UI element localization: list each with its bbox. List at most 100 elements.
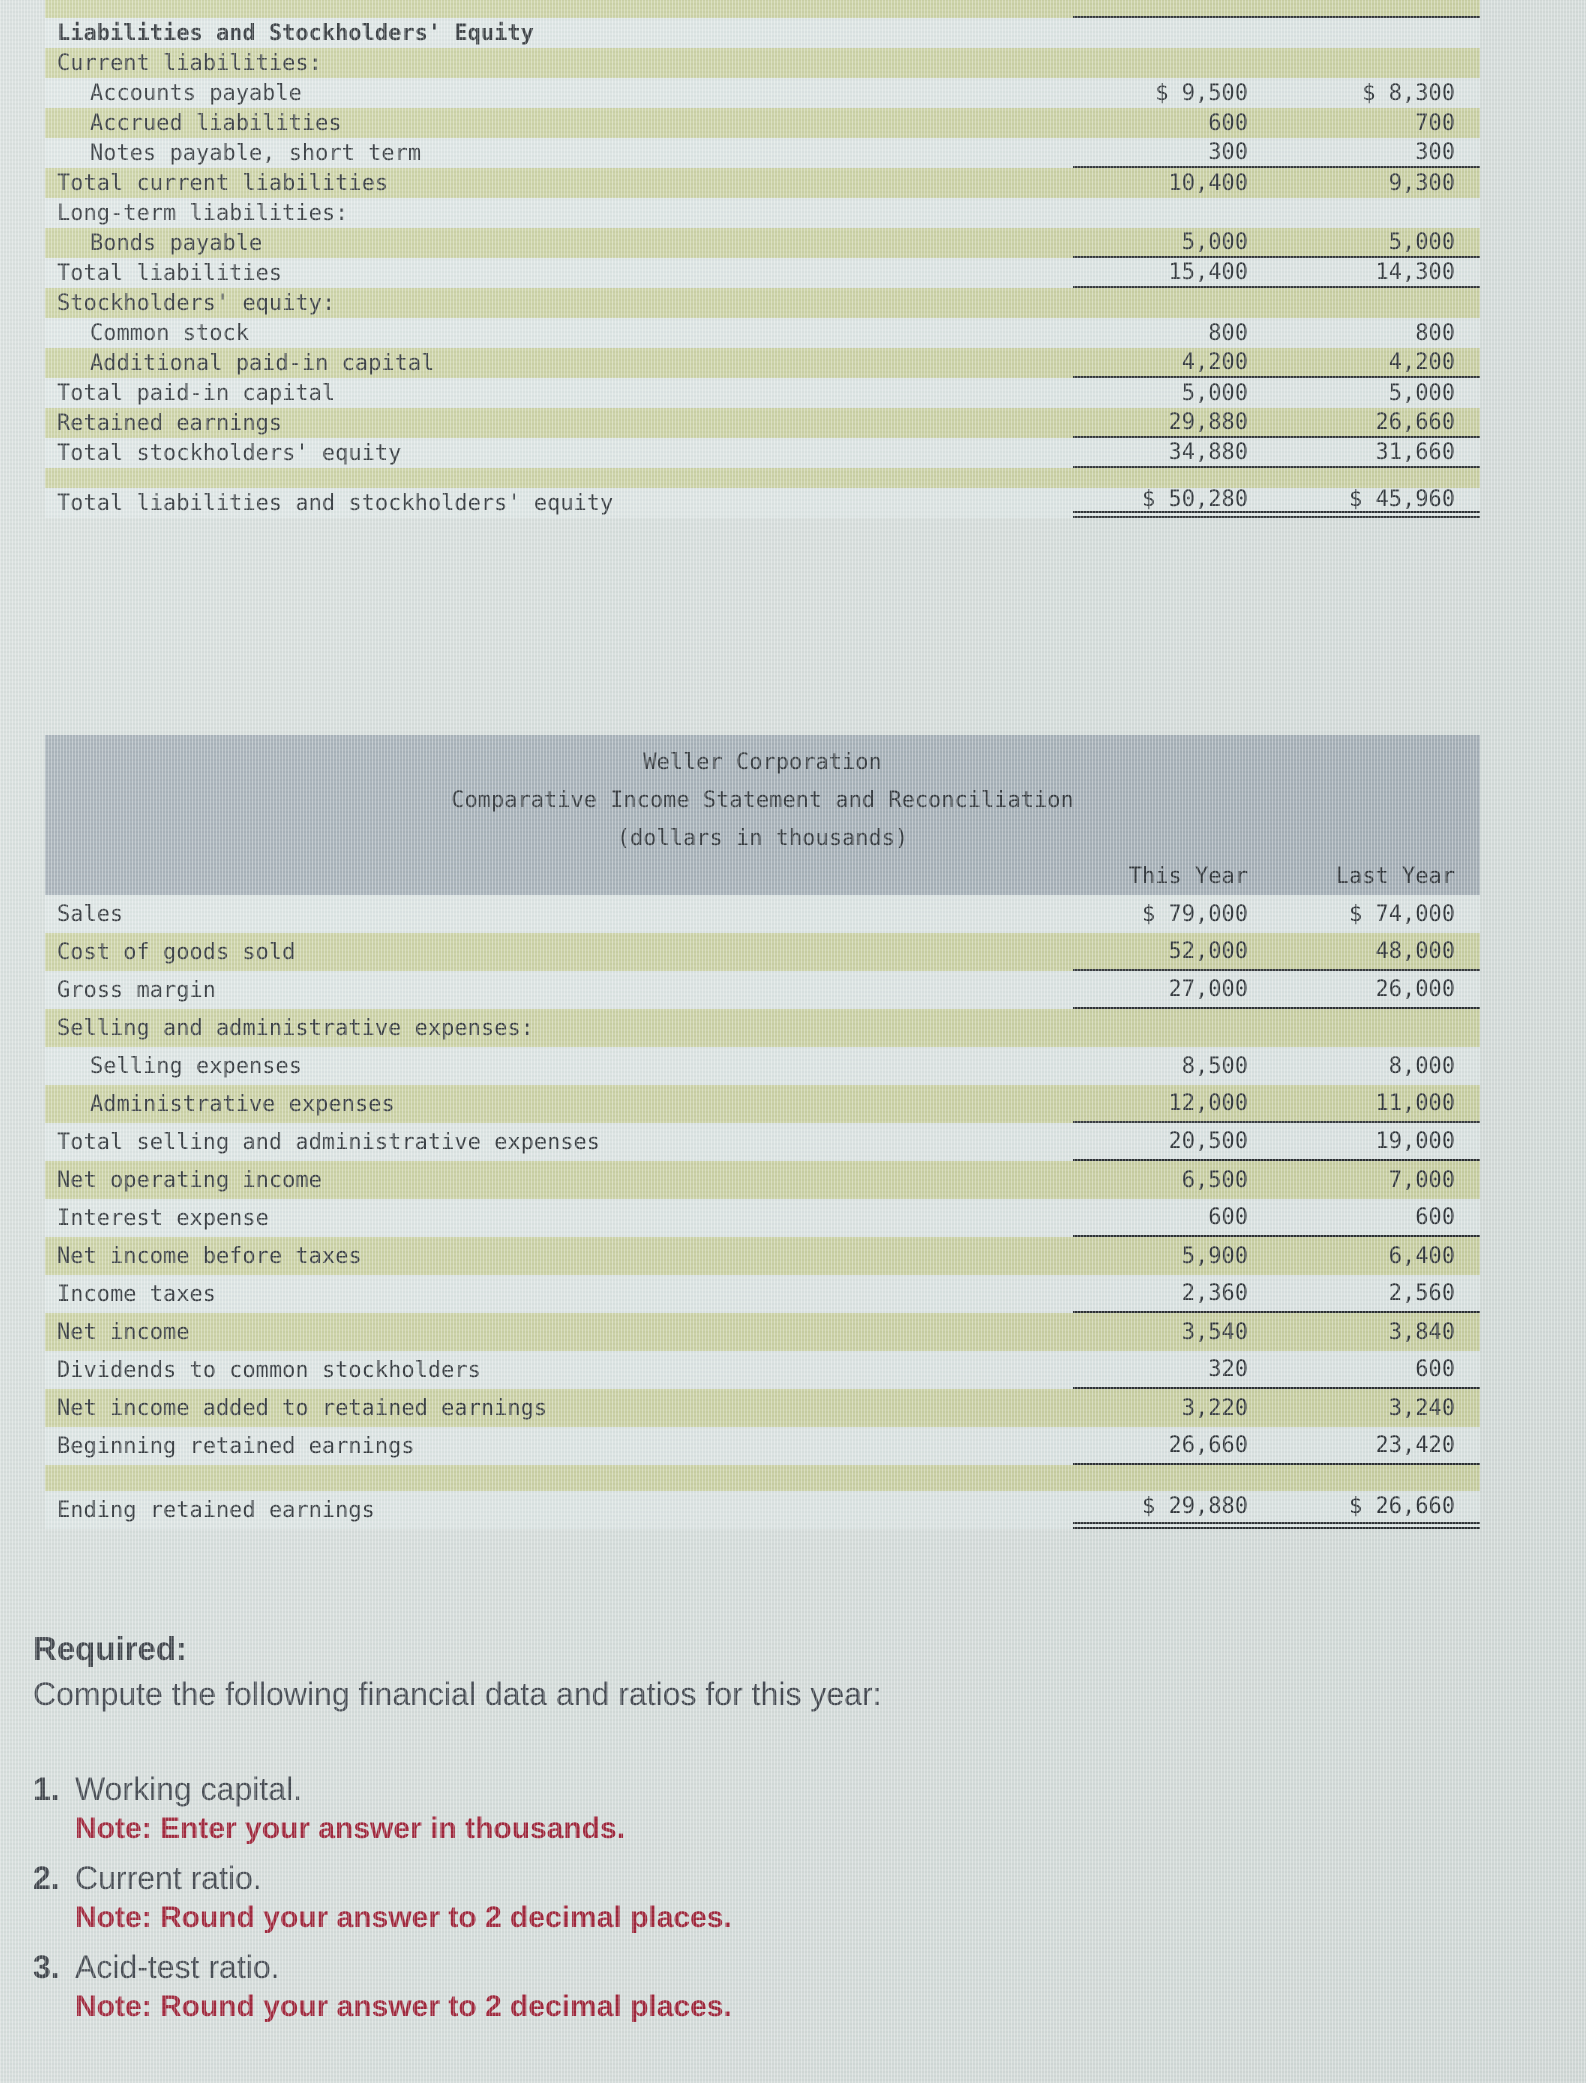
statement-row: Additional paid-in capital 4,200 4,200 [45, 348, 1480, 378]
row-label: Liabilities and Stockholders' Equity [57, 20, 534, 46]
row-label: Selling expenses [90, 1053, 302, 1079]
value-last-year: 3,240 [1388, 1395, 1455, 1421]
row-label: Beginning retained earnings [57, 1433, 415, 1459]
statement-row: Total paid-in capital 5,000 5,000 [45, 378, 1480, 408]
row-values [1073, 1465, 1480, 1491]
statement-row: Cost of goods sold 52,000 48,000 [45, 933, 1480, 971]
value-last-year: 48,000 [1375, 938, 1455, 964]
row-label: Net income added to retained earnings [57, 1395, 548, 1421]
value-last-year: 6,400 [1388, 1243, 1455, 1269]
row-label: Accounts payable [90, 80, 302, 106]
statement-row: Interest expense 600 600 [45, 1199, 1480, 1237]
value-this-year: 300 [1208, 139, 1248, 165]
row-values: 6,500 7,000 [1073, 1161, 1480, 1199]
income-statement-rows: Sales $ 79,000 $ 74,000 Cost of goods sold 5… [45, 895, 1480, 1529]
row-values: 27,000 26,000 [1073, 971, 1480, 1009]
row-label: Total selling and administrative expense… [57, 1129, 601, 1155]
row-label: Net operating income [57, 1167, 322, 1193]
row-label: Dividends to common stockholders [57, 1357, 481, 1383]
column-header-this-year: This Year [1128, 863, 1248, 889]
row-values [1073, 198, 1480, 228]
row-label: Long-term liabilities: [57, 200, 349, 226]
row-label: Net income [57, 1319, 190, 1345]
value-last-year: 600 [1415, 1204, 1455, 1230]
row-values: 600 600 [1073, 1199, 1480, 1237]
row-values: 52,000 48,000 [1073, 933, 1480, 971]
row-label: Accrued liabilities [90, 110, 342, 136]
value-last-year: 14,300 [1375, 259, 1455, 285]
value-last-year: 11,000 [1375, 1090, 1455, 1116]
row-values: 5,900 6,400 [1073, 1237, 1480, 1275]
statement-row: Sales $ 79,000 $ 74,000 [45, 895, 1480, 933]
required-intro: Compute the following financial data and… [33, 1676, 882, 1712]
value-last-year: 700 [1415, 110, 1455, 136]
statement-row: Total liabilities 15,400 14,300 [45, 258, 1480, 288]
value-this-year: 8,500 [1181, 1053, 1248, 1079]
statement-title: Comparative Income Statement and Reconci… [451, 787, 1074, 813]
row-values [1073, 18, 1480, 48]
value-this-year: 4,200 [1181, 349, 1248, 375]
value-this-year: 320 [1208, 1356, 1248, 1382]
statement-row: Total stockholders' equity 34,880 31,660 [45, 438, 1480, 468]
value-this-year: 3,540 [1181, 1319, 1248, 1345]
value-last-year: 26,000 [1375, 976, 1455, 1002]
row-values: $ 29,880 $ 26,660 [1073, 1491, 1480, 1529]
row-values: 3,540 3,840 [1073, 1313, 1480, 1351]
row-label: Ending retained earnings [57, 1497, 375, 1523]
value-this-year: 12,000 [1168, 1090, 1248, 1116]
required-item-2: 2. Current ratio. [33, 1860, 1533, 1897]
row-values: 2,360 2,560 [1073, 1275, 1480, 1313]
required-item-1: 1. Working capital. [33, 1771, 1533, 1808]
statement-row: Bonds payable 5,000 5,000 [45, 228, 1480, 258]
row-label: Total liabilities and stockholders' equi… [57, 490, 614, 516]
statement-row: Accounts payable $ 9,500 $ 8,300 [45, 78, 1480, 108]
value-last-year: 2,560 [1388, 1280, 1455, 1306]
income-statement-header: Weller Corporation Comparative Income St… [45, 735, 1480, 895]
value-this-year: 34,880 [1168, 439, 1248, 465]
row-values: 10,400 9,300 [1073, 168, 1480, 198]
row-values: 29,880 26,660 [1073, 408, 1480, 438]
value-this-year: 600 [1208, 110, 1248, 136]
value-last-year: 31,660 [1375, 439, 1455, 465]
item-number: 3. [33, 1949, 60, 1985]
row-values: 15,400 14,300 [1073, 258, 1480, 288]
statement-row: Selling and administrative expenses: [45, 1009, 1480, 1047]
value-last-year: 4,200 [1388, 349, 1455, 375]
value-this-year: 26,660 [1168, 1432, 1248, 1458]
value-this-year: 600 [1208, 1204, 1248, 1230]
row-values [1073, 1009, 1480, 1047]
value-this-year: 20,500 [1168, 1128, 1248, 1154]
value-last-year: $ 26,660 [1349, 1494, 1455, 1519]
value-last-year: 5,000 [1388, 380, 1455, 406]
row-values: 12,000 11,000 [1073, 1085, 1480, 1123]
row-values: 800 800 [1073, 318, 1480, 348]
row-label: Net income before taxes [57, 1243, 362, 1269]
row-label: Administrative expenses [90, 1091, 395, 1117]
row-label: Total paid-in capital [57, 380, 336, 406]
value-this-year: 3,220 [1181, 1395, 1248, 1421]
value-this-year: $ 50,280 [1142, 487, 1248, 512]
value-this-year: 27,000 [1168, 976, 1248, 1002]
value-this-year: $ 29,880 [1142, 1494, 1248, 1519]
statement-row: Accrued liabilities 600 700 [45, 108, 1480, 138]
row-values [1073, 48, 1480, 78]
row-values: 34,880 31,660 [1073, 438, 1480, 468]
required-item-1-note: Note: Enter your answer in thousands. [75, 1812, 626, 1845]
income-statement-section: Weller Corporation Comparative Income St… [45, 735, 1480, 1529]
row-label: Stockholders' equity: [57, 290, 336, 316]
statement-row: Liabilities and Stockholders' Equity [45, 18, 1480, 48]
row-label: Gross margin [57, 977, 216, 1003]
item-number: 2. [33, 1860, 60, 1896]
value-last-year: 23,420 [1375, 1432, 1455, 1458]
row-label: Current liabilities: [57, 50, 322, 76]
column-header-last-year: Last Year [1335, 863, 1455, 889]
value-this-year: 5,000 [1181, 229, 1248, 255]
value-last-year: $ 45,960 [1349, 487, 1455, 512]
statement-row: Common stock 800 800 [45, 318, 1480, 348]
row-values: 26,660 23,420 [1073, 1427, 1480, 1465]
row-label: Common stock [90, 320, 249, 346]
row-values [1073, 0, 1480, 18]
value-this-year: 15,400 [1168, 259, 1248, 285]
row-label: Interest expense [57, 1205, 269, 1231]
statement-spacer-row [45, 468, 1480, 488]
